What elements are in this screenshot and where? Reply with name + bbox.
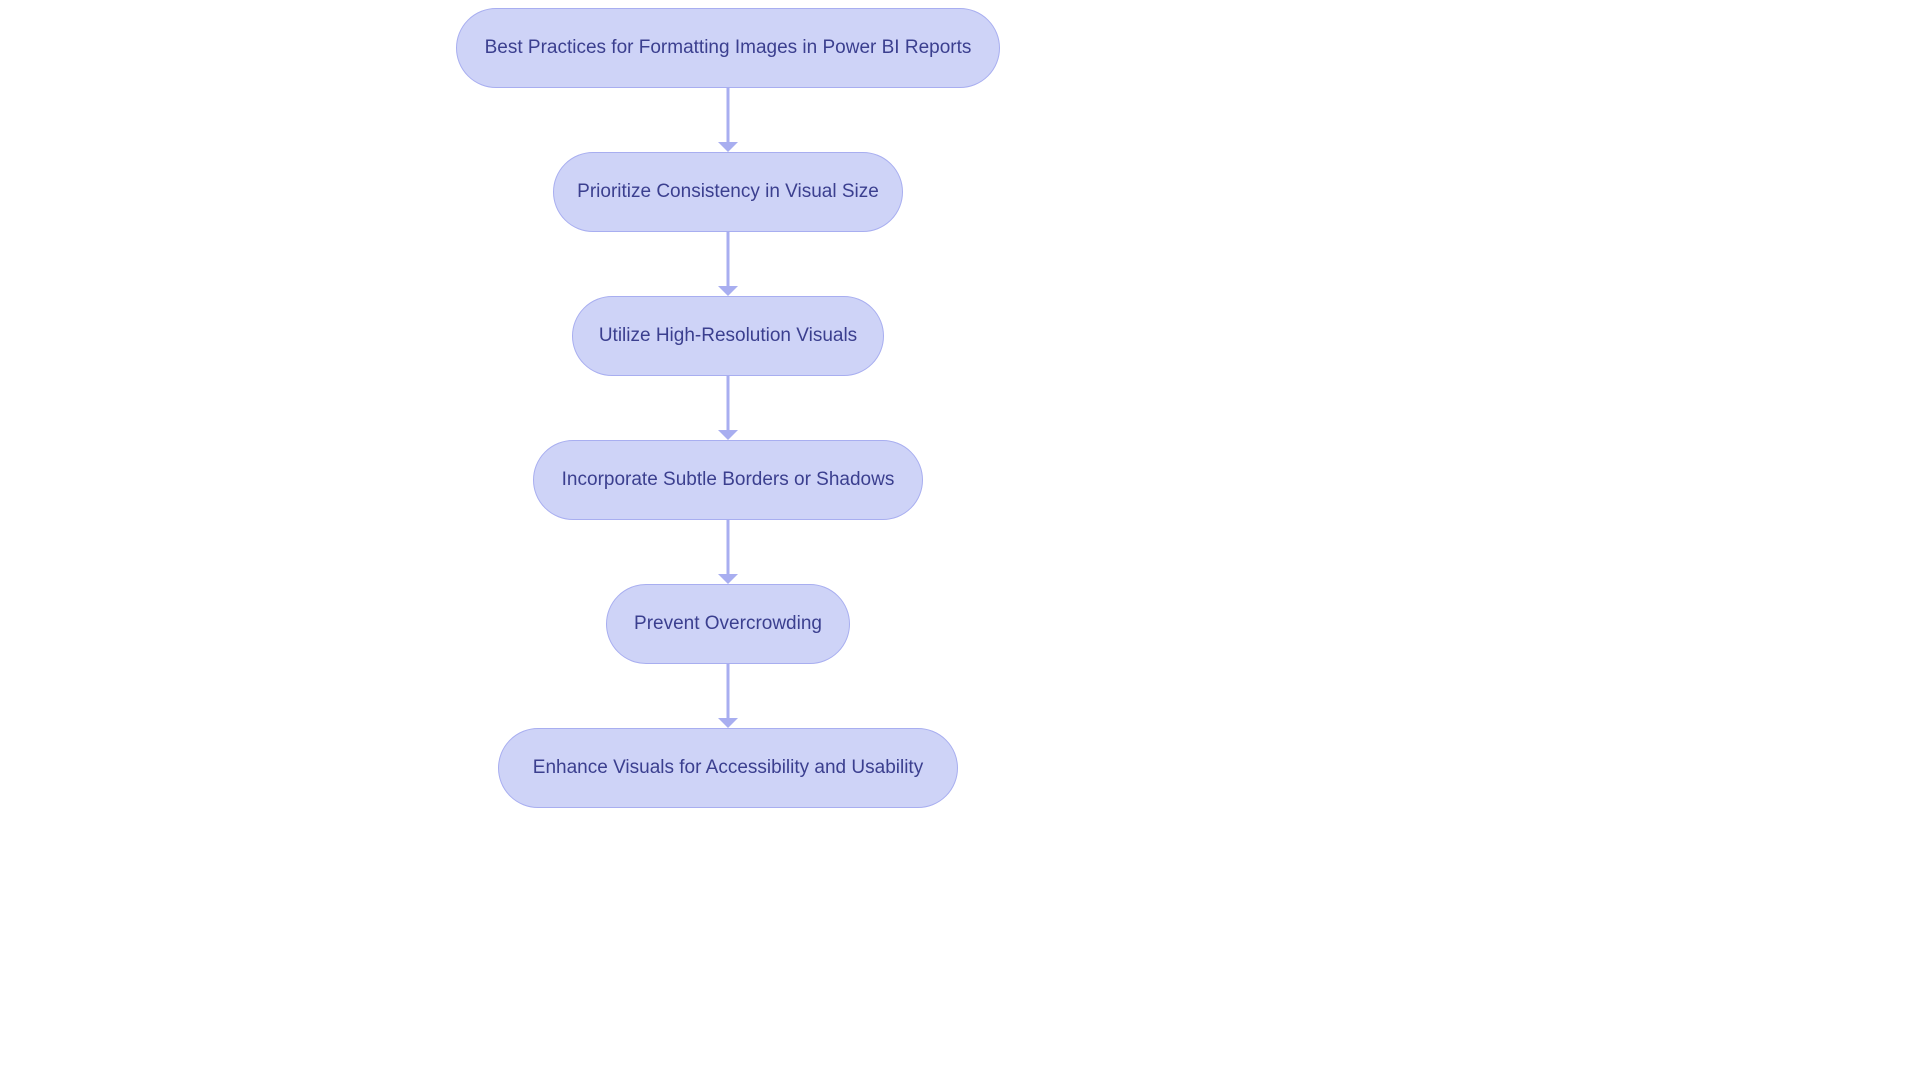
flowchart-node-label: Best Practices for Formatting Images in …	[485, 37, 972, 59]
flowchart-node: Incorporate Subtle Borders or Shadows	[533, 440, 923, 520]
flowchart-arrow	[727, 520, 730, 574]
flowchart-arrow-head	[718, 142, 738, 152]
flowchart-node: Enhance Visuals for Accessibility and Us…	[498, 728, 958, 808]
flowchart-arrow-head	[718, 430, 738, 440]
flowchart-node: Utilize High-Resolution Visuals	[572, 296, 884, 376]
flowchart-arrow-head	[718, 718, 738, 728]
flowchart-arrow-head	[718, 286, 738, 296]
flowchart-node: Prevent Overcrowding	[606, 584, 850, 664]
flowchart-node-label: Enhance Visuals for Accessibility and Us…	[533, 757, 923, 779]
flowchart-arrow	[727, 376, 730, 430]
flowchart-arrow-head	[718, 574, 738, 584]
flowchart-arrow	[727, 232, 730, 286]
flowchart-node-label: Prevent Overcrowding	[634, 613, 822, 635]
flowchart-node-label: Utilize High-Resolution Visuals	[599, 325, 857, 347]
flowchart-node-label: Incorporate Subtle Borders or Shadows	[562, 469, 895, 491]
flowchart-node: Prioritize Consistency in Visual Size	[553, 152, 903, 232]
flowchart-node-label: Prioritize Consistency in Visual Size	[577, 181, 879, 203]
flowchart-arrow	[727, 88, 730, 142]
flowchart-canvas: Best Practices for Formatting Images in …	[0, 0, 1920, 1083]
flowchart-arrow	[727, 664, 730, 718]
flowchart-node: Best Practices for Formatting Images in …	[456, 8, 1000, 88]
